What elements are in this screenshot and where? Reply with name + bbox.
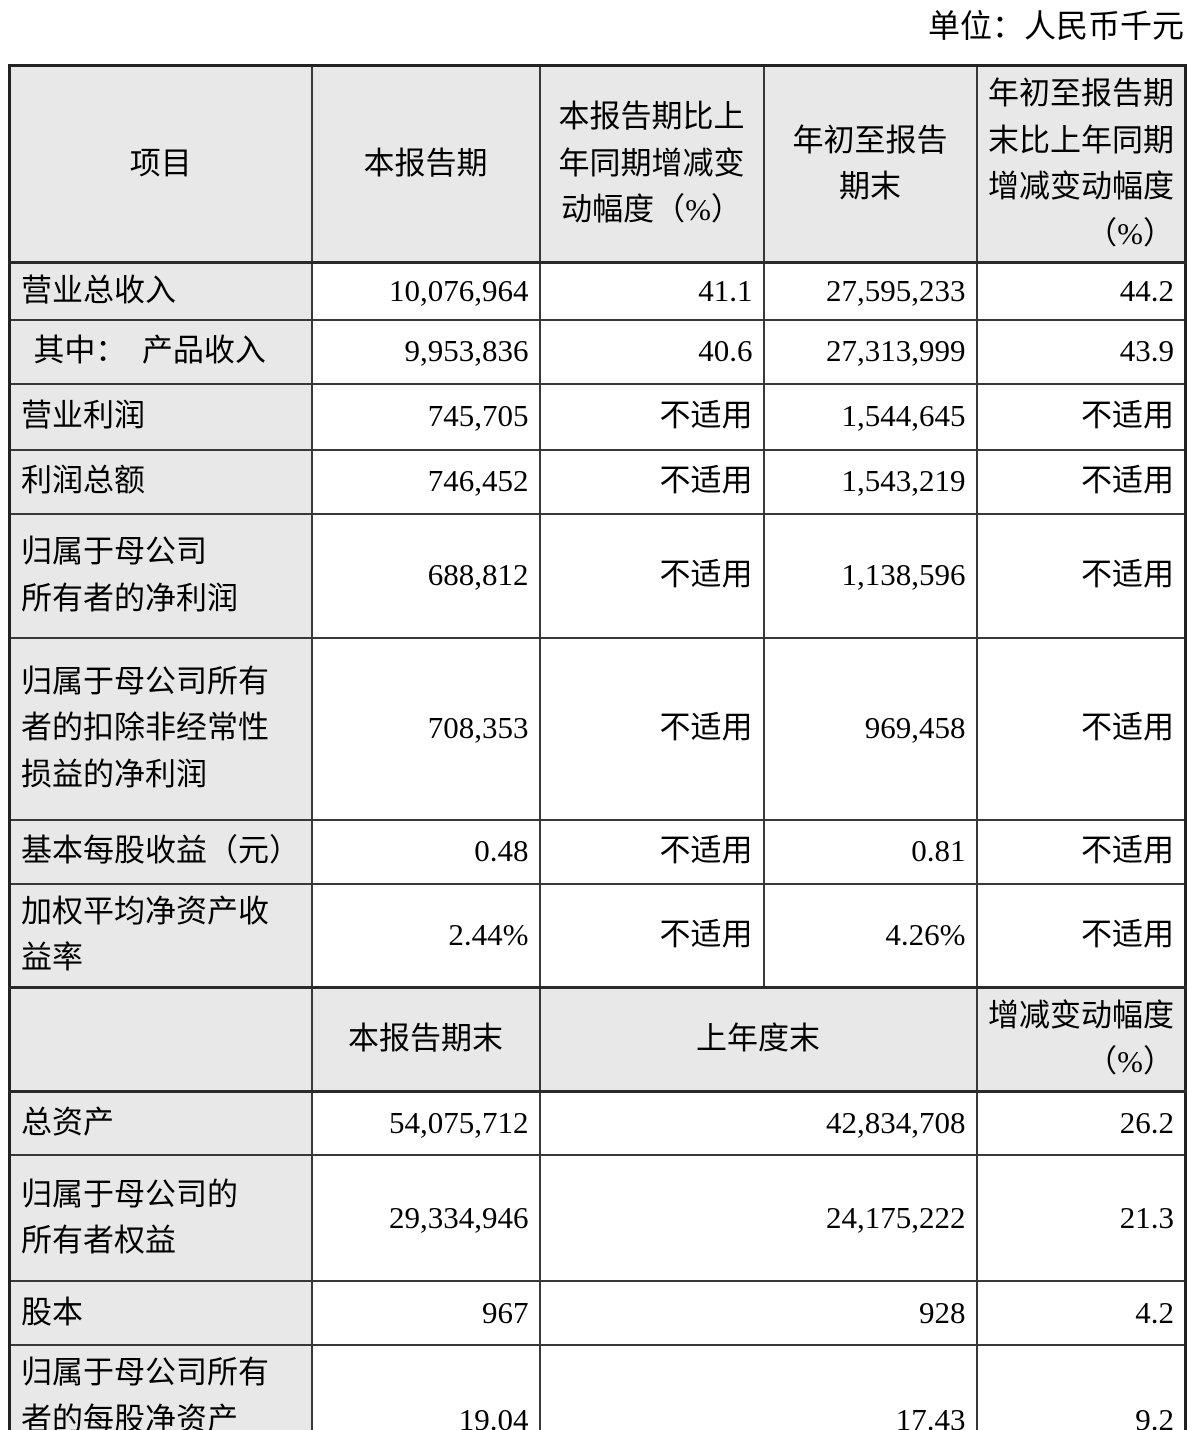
financial-summary-table: 项目 本报告期 本报告期比上 年同期增减变 动幅度（%） 年初至报告 期末 年初… (8, 64, 1187, 1430)
cell-ytd-yoy: 44.2 (975, 261, 1187, 321)
cell-ytd: 1,544,645 (762, 382, 978, 451)
row-label: 基本每股收益（元） (8, 818, 313, 885)
cell-change: 4.2 (975, 1280, 1187, 1346)
cell-current: 9,953,836 (310, 318, 541, 385)
cell-period-end: 54,075,712 (310, 1090, 541, 1156)
cell-prev-year-end: 42,834,708 (538, 1090, 978, 1156)
table-header-row-2: 本报告期末 上年度末 增减变动幅度 （%） (8, 985, 1187, 1093)
table-row: 其中： 产品收入 9,953,836 40.6 27,313,999 43.9 (8, 318, 1187, 385)
cell-current: 2.44% (310, 882, 541, 988)
table-row: 归属于母公司的 所有者权益 29,334,946 24,175,222 21.3 (8, 1154, 1187, 1282)
table-row: 股本 967 928 4.2 (8, 1280, 1187, 1346)
row-label: 总资产 (8, 1090, 313, 1156)
row-label: 利润总额 (8, 448, 313, 515)
table-row: 营业总收入 10,076,964 41.1 27,595,233 44.2 (8, 261, 1187, 321)
cell-period-end: 29,334,946 (310, 1154, 541, 1282)
cell-ytd: 1,138,596 (762, 512, 978, 639)
header-item: 项目 (8, 64, 313, 264)
unit-label: 单位：人民币千元 (927, 8, 1184, 44)
cell-change: 26.2 (975, 1090, 1187, 1156)
cell-yoy: 40.6 (538, 318, 765, 385)
cell-ytd-yoy: 43.9 (975, 318, 1187, 385)
table-row: 归属于母公司所有 者的每股净资产 （元） 19.04 17.43 9.2 (8, 1344, 1187, 1430)
cell-change: 9.2 (975, 1344, 1187, 1430)
cell-current: 688,812 (310, 512, 541, 639)
cell-change: 21.3 (975, 1154, 1187, 1282)
cell-yoy: 不适用 (538, 448, 765, 515)
cell-ytd-yoy: 不适用 (975, 448, 1187, 515)
cell-ytd-yoy: 不适用 (975, 636, 1187, 821)
row-label: 归属于母公司所有 者的每股净资产 （元） (8, 1344, 313, 1430)
table-row: 总资产 54,075,712 42,834,708 26.2 (8, 1090, 1187, 1156)
cell-current: 708,353 (310, 636, 541, 821)
cell-ytd: 0.81 (762, 818, 978, 885)
cell-current: 746,452 (310, 448, 541, 515)
header2-prev-year-end: 上年度末 (538, 985, 978, 1093)
cell-ytd-yoy: 不适用 (975, 382, 1187, 451)
cell-ytd-yoy: 不适用 (975, 882, 1187, 988)
row-label: 归属于母公司所有 者的扣除非经常性 损益的净利润 (8, 636, 313, 821)
header2-change: 增减变动幅度 （%） (975, 985, 1187, 1093)
row-label: 营业利润 (8, 382, 313, 451)
cell-yoy: 不适用 (538, 512, 765, 639)
cell-period-end: 967 (310, 1280, 541, 1346)
header-ytd: 年初至报告 期末 (762, 64, 978, 264)
header-current-yoy-change: 本报告期比上 年同期增减变 动幅度（%） (538, 64, 765, 264)
row-label: 加权平均净资产收 益率 (8, 882, 313, 988)
cell-ytd-yoy: 不适用 (975, 818, 1187, 885)
header2-period-end: 本报告期末 (310, 985, 541, 1093)
cell-yoy: 不适用 (538, 636, 765, 821)
cell-ytd-yoy: 不适用 (975, 512, 1187, 639)
header-ytd-yoy-change: 年初至报告期 末比上年同期 增减变动幅度 （%） (975, 64, 1187, 264)
header2-blank (8, 985, 313, 1093)
cell-period-end: 19.04 (310, 1344, 541, 1430)
cell-ytd: 4.26% (762, 882, 978, 988)
cell-current: 0.48 (310, 818, 541, 885)
cell-prev-year-end: 17.43 (538, 1344, 978, 1430)
header-current-period: 本报告期 (310, 64, 541, 264)
table-row: 基本每股收益（元） 0.48 不适用 0.81 不适用 (8, 818, 1187, 885)
row-label: 营业总收入 (8, 261, 313, 321)
table-row: 归属于母公司 所有者的净利润 688,812 不适用 1,138,596 不适用 (8, 512, 1187, 639)
cell-current: 10,076,964 (310, 261, 541, 321)
cell-yoy: 41.1 (538, 261, 765, 321)
row-label: 归属于母公司的 所有者权益 (8, 1154, 313, 1282)
table-row: 加权平均净资产收 益率 2.44% 不适用 4.26% 不适用 (8, 882, 1187, 988)
cell-ytd: 1,543,219 (762, 448, 978, 515)
table-row: 营业利润 745,705 不适用 1,544,645 不适用 (8, 382, 1187, 451)
cell-current: 745,705 (310, 382, 541, 451)
cell-ytd: 27,595,233 (762, 261, 978, 321)
cell-prev-year-end: 24,175,222 (538, 1154, 978, 1282)
cell-yoy: 不适用 (538, 818, 765, 885)
cell-yoy: 不适用 (538, 882, 765, 988)
row-label: 其中： 产品收入 (8, 318, 313, 385)
cell-prev-year-end: 928 (538, 1280, 978, 1346)
table-header-row-1: 项目 本报告期 本报告期比上 年同期增减变 动幅度（%） 年初至报告 期末 年初… (8, 64, 1187, 264)
table-row: 归属于母公司所有 者的扣除非经常性 损益的净利润 708,353 不适用 969… (8, 636, 1187, 821)
cell-ytd: 969,458 (762, 636, 978, 821)
row-label: 归属于母公司 所有者的净利润 (8, 512, 313, 639)
cell-ytd: 27,313,999 (762, 318, 978, 385)
table-row: 利润总额 746,452 不适用 1,543,219 不适用 (8, 448, 1187, 515)
cell-yoy: 不适用 (538, 382, 765, 451)
row-label: 股本 (8, 1280, 313, 1346)
